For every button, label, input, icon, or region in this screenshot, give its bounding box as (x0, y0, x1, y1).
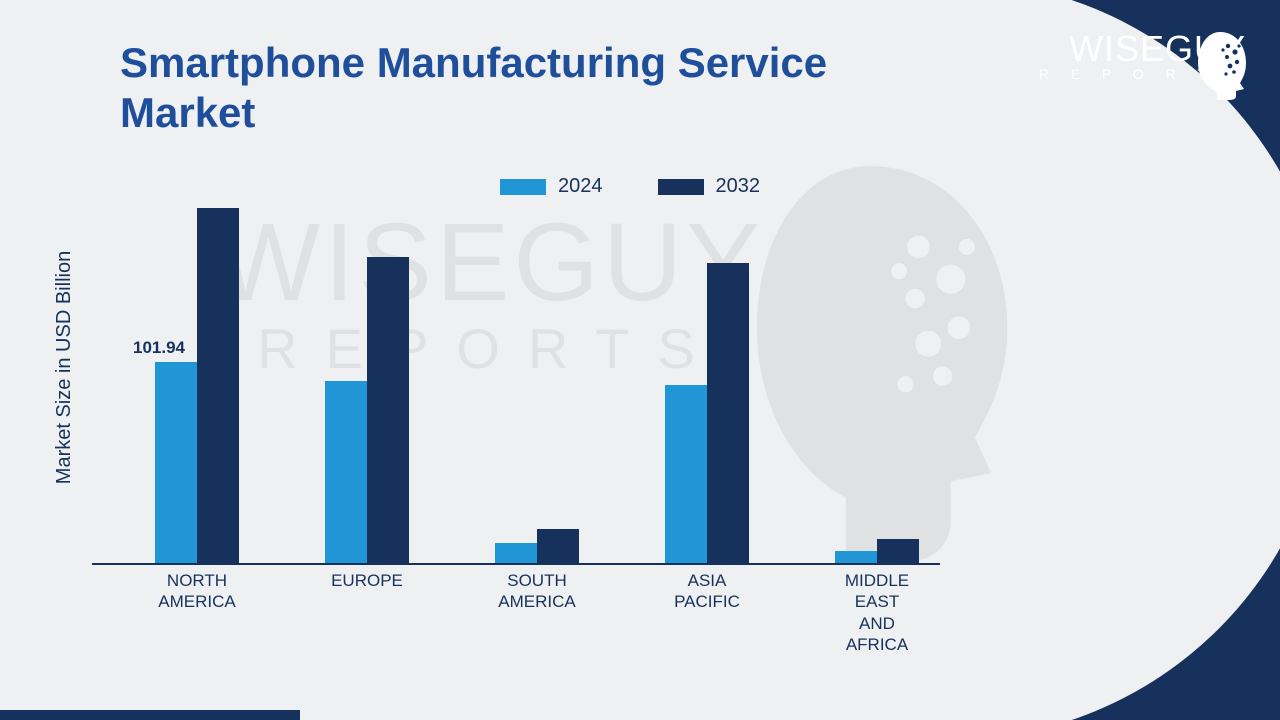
x-axis-labels: NORTHAMERICAEUROPESOUTHAMERICAASIAPACIFI… (92, 570, 940, 690)
chart-page: WISEGUY REPORTS WISEGUY R E P O R T S Sm… (0, 0, 1280, 720)
bar-group (282, 257, 452, 563)
bar-2024 (665, 385, 707, 563)
bar-value-label: 101.94 (133, 338, 185, 358)
bar-2024 (835, 551, 877, 563)
y-axis-label: Market Size in USD Billion (50, 170, 80, 565)
x-axis-label: EUROPE (282, 570, 452, 591)
bar-2032 (707, 263, 749, 563)
bar-group (622, 263, 792, 563)
bar-2024 (155, 362, 197, 563)
brand-logo: WISEGUY R E P O R T S (1039, 28, 1246, 82)
bar-2032 (537, 529, 579, 563)
bar-group (452, 529, 622, 563)
bottom-accent-bar (0, 710, 300, 720)
x-axis-label: MIDDLEEASTANDAFRICA (792, 570, 962, 655)
bar-2024 (325, 381, 367, 563)
brand-head-icon (1190, 30, 1250, 100)
plot-area: 101.94 (92, 170, 940, 565)
bar-2024 (495, 543, 537, 563)
chart-area: Market Size in USD Billion 101.94 NORTHA… (50, 170, 950, 670)
bar-2032 (877, 539, 919, 563)
bar-2032 (367, 257, 409, 563)
bar-group (792, 539, 962, 563)
bar-2032 (197, 208, 239, 564)
bar-group (112, 208, 282, 564)
chart-title: Smartphone Manufacturing Service Market (120, 38, 860, 137)
x-axis-label: SOUTHAMERICA (452, 570, 622, 613)
x-axis-label: NORTHAMERICA (112, 570, 282, 613)
x-axis-label: ASIAPACIFIC (622, 570, 792, 613)
